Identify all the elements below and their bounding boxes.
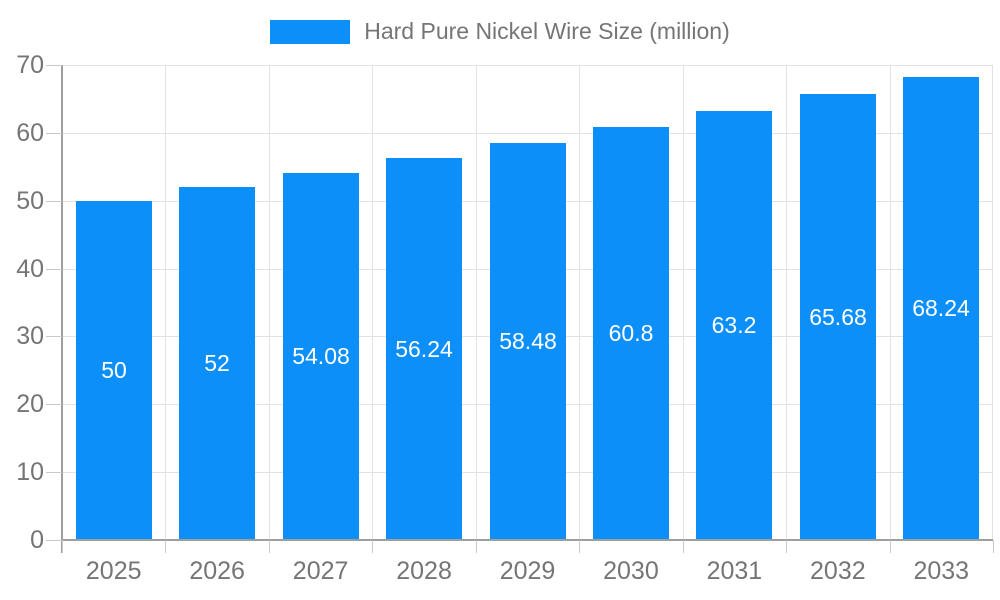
plot-area: 50 52 54.08 56.24 58.48 60.8 63.2 65.68 68.24	[62, 65, 993, 540]
x-tick	[476, 540, 477, 553]
chart-legend[interactable]: Hard Pure Nickel Wire Size (million)	[0, 18, 1000, 45]
x-tick	[269, 540, 270, 553]
bar[interactable]: 54.08	[283, 173, 359, 540]
y-axis-label: 50	[16, 187, 44, 215]
y-tick	[46, 65, 62, 66]
x-tick	[372, 540, 373, 553]
bar-value-label: 52	[204, 350, 230, 376]
y-tick	[46, 269, 62, 270]
x-axis-label: 2025	[85, 557, 142, 585]
bar-value-label: 50	[101, 357, 127, 383]
bar[interactable]: 50	[76, 201, 152, 540]
y-axis-label: 70	[16, 51, 44, 79]
bar-value-label: 60.8	[608, 320, 654, 346]
x-tick	[993, 540, 994, 553]
y-axis-label: 30	[16, 322, 44, 350]
bar-value-label: 58.48	[499, 328, 557, 354]
x-gridline	[992, 65, 993, 540]
y-tick	[46, 133, 62, 134]
bar[interactable]: 68.24	[903, 77, 979, 540]
x-gridline	[165, 65, 166, 540]
bar[interactable]: 52	[179, 187, 255, 540]
y-axis-label: 40	[16, 255, 44, 283]
x-axis-label: 2032	[810, 557, 866, 585]
bar-value-label: 63.2	[711, 312, 757, 338]
x-tick	[683, 540, 684, 553]
bar[interactable]: 60.8	[593, 127, 669, 540]
bar[interactable]: 65.68	[800, 94, 876, 540]
x-axis-label: 2028	[396, 557, 452, 585]
x-tick	[890, 540, 891, 553]
x-gridline	[890, 65, 891, 540]
y-tick	[46, 201, 62, 202]
x-gridline	[786, 65, 787, 540]
legend-label: Hard Pure Nickel Wire Size (million)	[364, 18, 730, 44]
x-axis-label: 2031	[706, 557, 763, 585]
y-gridline	[62, 133, 993, 134]
bar-value-label: 56.24	[395, 335, 453, 362]
y-axis-label: 10	[16, 458, 44, 486]
legend-swatch	[270, 19, 351, 44]
x-axis-label: 2026	[189, 557, 245, 585]
x-axis-label: 2027	[292, 557, 349, 585]
x-axis-line	[62, 539, 993, 541]
bar-value-label: 68.24	[912, 295, 970, 321]
y-tick	[46, 404, 62, 405]
x-gridline	[269, 65, 270, 540]
x-gridline	[476, 65, 477, 540]
x-axis-label: 2030	[603, 557, 659, 585]
y-axis-label: 20	[16, 390, 44, 418]
y-axis-line	[61, 65, 63, 553]
bar-value-label: 65.68	[809, 303, 867, 330]
x-axis-label: 2033	[913, 557, 970, 585]
x-gridline	[683, 65, 684, 540]
x-gridline	[372, 65, 373, 540]
bar[interactable]: 56.24	[386, 158, 462, 540]
bar-value-label: 54.08	[292, 343, 350, 369]
x-tick	[165, 540, 166, 553]
x-tick	[786, 540, 787, 553]
y-tick	[46, 336, 62, 337]
x-gridline	[579, 65, 580, 540]
x-tick	[579, 540, 580, 553]
y-gridline	[62, 65, 993, 66]
x-tick	[62, 540, 63, 553]
bar[interactable]: 63.2	[696, 111, 772, 540]
x-axis-label: 2029	[499, 557, 556, 585]
y-axis-label: 60	[16, 119, 44, 147]
y-tick	[46, 472, 62, 473]
y-tick	[46, 540, 62, 541]
bar[interactable]: 58.48	[490, 143, 566, 540]
y-axis-label: 0	[30, 526, 44, 554]
